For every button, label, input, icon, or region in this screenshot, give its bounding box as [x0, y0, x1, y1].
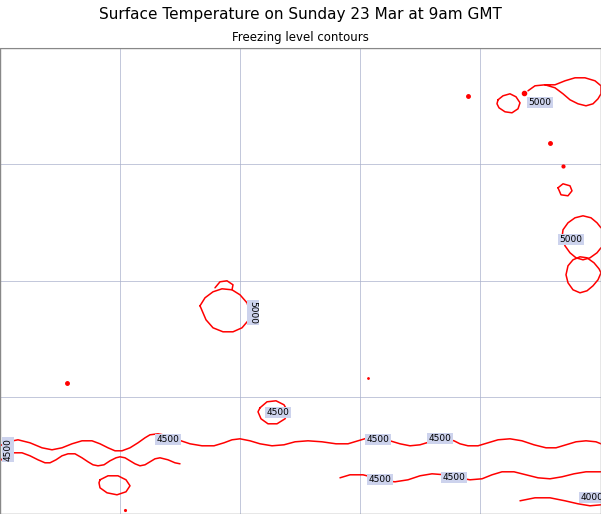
Text: 4500: 4500	[442, 473, 465, 482]
Text: 5000: 5000	[560, 235, 582, 244]
Text: 5000: 5000	[248, 301, 257, 324]
Text: 4000: 4000	[581, 493, 601, 502]
Text: 4500: 4500	[157, 435, 180, 444]
Text: 4500: 4500	[429, 434, 451, 443]
Text: 4500: 4500	[368, 475, 391, 484]
Text: 4500: 4500	[4, 438, 13, 461]
Text: 4500: 4500	[267, 408, 290, 417]
Text: Surface Temperature on Sunday 23 Mar at 9am GMT: Surface Temperature on Sunday 23 Mar at …	[99, 7, 502, 22]
Text: 5000: 5000	[528, 98, 552, 107]
Text: 4500: 4500	[367, 435, 389, 444]
Text: Freezing level contours: Freezing level contours	[232, 31, 369, 44]
